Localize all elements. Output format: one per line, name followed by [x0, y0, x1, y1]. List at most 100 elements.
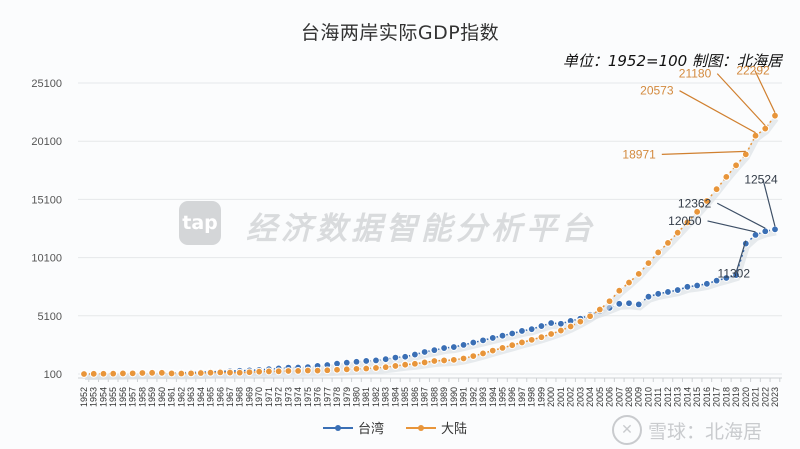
data-point[interactable] [449, 355, 458, 364]
data-point[interactable] [157, 368, 166, 377]
data-point[interactable] [664, 239, 672, 247]
data-point[interactable] [693, 281, 702, 290]
data-point[interactable] [411, 350, 419, 359]
data-point[interactable] [352, 357, 361, 366]
data-point[interactable] [518, 327, 526, 335]
data-point[interactable] [420, 358, 429, 367]
data-point[interactable] [702, 197, 711, 205]
data-point[interactable] [537, 322, 546, 330]
data-point[interactable] [128, 369, 137, 378]
data-point[interactable] [556, 326, 565, 335]
data-point[interactable] [634, 300, 643, 309]
data-point[interactable] [119, 369, 127, 378]
data-point[interactable] [235, 368, 244, 377]
data-point[interactable] [420, 348, 429, 356]
data-point[interactable] [372, 364, 380, 372]
data-point[interactable] [440, 356, 448, 365]
data-point[interactable] [673, 228, 682, 237]
data-point[interactable] [255, 367, 264, 376]
data-point[interactable] [498, 344, 507, 352]
data-point[interactable] [547, 330, 556, 338]
data-point[interactable] [216, 368, 225, 377]
data-point[interactable] [187, 369, 195, 378]
data-point[interactable] [518, 338, 526, 347]
data-point[interactable] [148, 368, 157, 377]
data-point[interactable] [391, 353, 400, 362]
data-point[interactable] [479, 349, 487, 358]
data-point[interactable] [294, 366, 303, 375]
data-point[interactable] [284, 367, 293, 375]
data-point[interactable] [362, 364, 371, 373]
data-point[interactable] [654, 289, 663, 298]
data-point[interactable] [323, 366, 332, 375]
data-point[interactable] [167, 369, 176, 378]
data-point[interactable] [722, 274, 731, 282]
legend-item-taiwan[interactable]: 台湾 [323, 418, 384, 437]
data-point[interactable] [644, 292, 653, 301]
data-point[interactable] [732, 161, 740, 170]
data-point[interactable] [488, 334, 497, 342]
data-point[interactable] [566, 322, 575, 331]
data-point[interactable] [430, 346, 439, 355]
data-point[interactable] [401, 352, 410, 361]
data-point[interactable] [508, 341, 517, 350]
data-point[interactable] [109, 369, 118, 378]
data-point[interactable] [430, 357, 439, 365]
data-point[interactable] [537, 333, 546, 342]
data-point[interactable] [381, 363, 390, 372]
data-point[interactable] [274, 367, 283, 376]
data-point[interactable] [625, 278, 633, 287]
data-point[interactable] [761, 124, 770, 133]
data-point[interactable] [722, 172, 731, 181]
data-point[interactable] [683, 218, 692, 227]
data-point[interactable] [634, 269, 643, 278]
data-point[interactable] [712, 276, 721, 285]
data-point[interactable] [605, 297, 614, 306]
data-point[interactable] [440, 344, 448, 352]
data-point[interactable] [556, 319, 565, 328]
data-point[interactable] [469, 338, 478, 347]
data-point[interactable] [702, 279, 711, 288]
data-point[interactable] [625, 299, 633, 308]
data-point[interactable] [693, 207, 702, 216]
data-point[interactable] [177, 369, 186, 378]
data-point[interactable] [741, 150, 750, 159]
data-point[interactable] [761, 227, 770, 236]
data-point[interactable] [576, 317, 585, 326]
data-point[interactable] [313, 366, 322, 375]
data-point[interactable] [196, 369, 205, 377]
data-point[interactable] [80, 370, 88, 378]
data-point[interactable] [206, 368, 215, 377]
data-point[interactable] [342, 365, 351, 374]
data-point[interactable] [751, 131, 760, 140]
data-point[interactable] [479, 336, 487, 345]
data-point[interactable] [595, 305, 604, 314]
data-point[interactable] [459, 354, 468, 363]
data-point[interactable] [771, 225, 779, 234]
data-point[interactable] [547, 319, 556, 327]
data-point[interactable] [644, 259, 653, 268]
data-point[interactable] [498, 331, 507, 340]
data-point[interactable] [664, 288, 672, 296]
data-point[interactable] [469, 352, 478, 360]
data-point[interactable] [226, 368, 234, 377]
data-point[interactable] [265, 367, 273, 376]
data-point[interactable] [449, 343, 458, 351]
data-point[interactable] [771, 111, 779, 120]
data-point[interactable] [391, 362, 400, 370]
data-point[interactable] [411, 359, 419, 368]
data-point[interactable] [615, 299, 624, 308]
data-point[interactable] [138, 369, 147, 377]
data-point[interactable] [654, 248, 663, 257]
data-point[interactable] [333, 365, 341, 374]
data-point[interactable] [245, 368, 254, 377]
data-point[interactable] [303, 366, 312, 375]
data-point[interactable] [508, 329, 517, 338]
data-point[interactable] [352, 364, 361, 373]
data-point[interactable] [712, 185, 721, 194]
data-point[interactable] [673, 286, 682, 294]
data-point[interactable] [586, 312, 594, 321]
data-point[interactable] [683, 282, 692, 291]
data-point[interactable] [615, 286, 624, 295]
data-point[interactable] [459, 341, 468, 349]
